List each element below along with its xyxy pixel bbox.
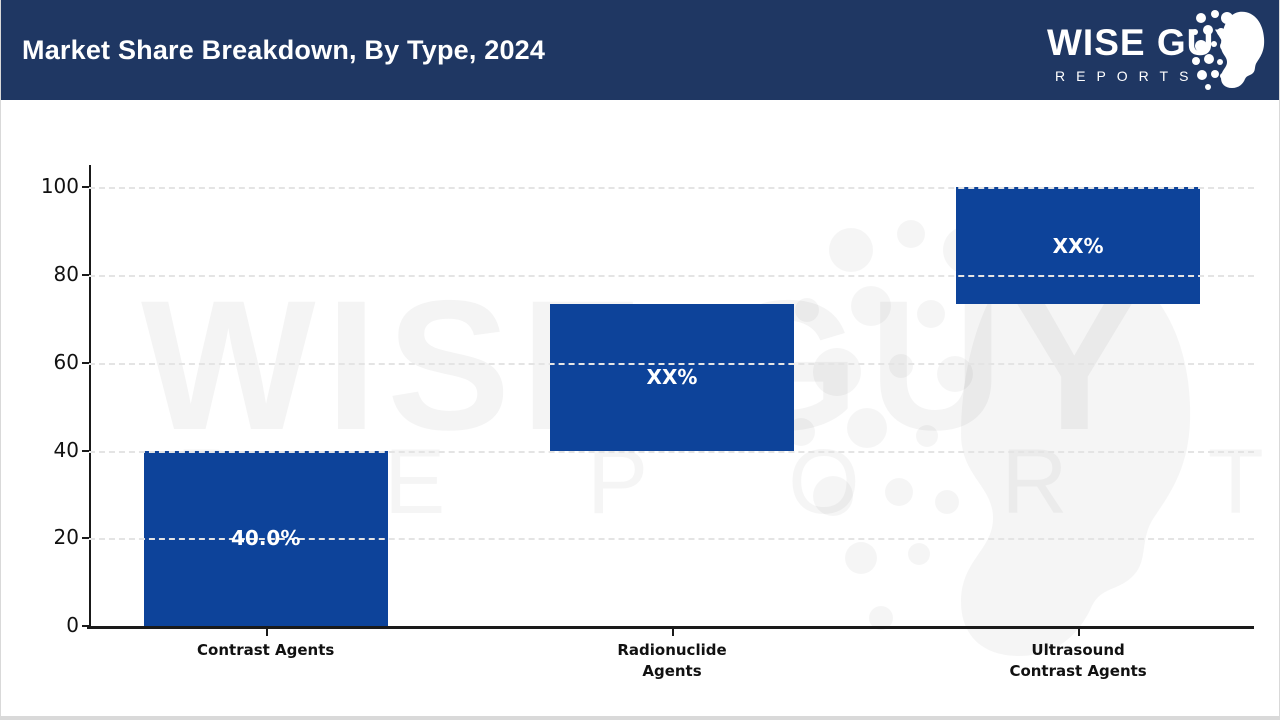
gridline [89,187,1254,190]
gridline [89,275,1254,278]
bottom-border [1,716,1279,720]
y-axis-tick [82,537,89,540]
y-axis-tick-label: 0 [66,613,79,637]
x-axis-category-label: Radionuclide Agents [617,641,727,680]
header-bar: Market Share Breakdown, By Type, 2024 WI… [1,0,1279,100]
y-axis-tick-label: 20 [53,525,79,550]
x-axis-tick [265,629,268,636]
y-axis-tick-label: 100 [40,174,79,199]
waterfall-chart: 40.0% XX% XX% 0 20 40 60 80 100 Contrast Agents Ra… [1,100,1279,716]
y-axis-tick [82,274,89,277]
y-axis-tick-label: 40 [53,437,79,462]
y-axis-tick-label: 80 [53,262,79,287]
bar-value-label: XX% [1052,233,1104,258]
wise-guy-logo: WISE GUY REPORTS [1015,6,1265,94]
y-axis-tick [82,186,89,189]
x-axis-tick [1078,629,1081,636]
y-axis-tick [82,625,89,627]
x-axis-category-label: Contrast Agents [197,641,335,659]
y-axis-tick-label: 60 [53,349,79,374]
bar-segment [550,304,794,451]
y-axis-tick [82,361,89,364]
logo-subtext: REPORTS [1055,68,1200,84]
x-axis-tick [672,629,674,636]
gridline [89,362,1254,365]
gridline [89,450,1254,453]
page-title: Market Share Breakdown, By Type, 2024 [22,34,546,65]
x-axis-line [87,626,1254,629]
x-axis-category-label: Ultrasound Contrast Agents [1009,641,1147,680]
bar-value-label: XX% [646,365,698,390]
dotted-face-icon [1192,10,1265,90]
y-axis-line [89,165,91,628]
bar-segment [956,187,1201,305]
bar-value-label: 40.0% [230,526,301,551]
y-axis-tick [82,449,89,452]
gridline [89,538,1254,541]
